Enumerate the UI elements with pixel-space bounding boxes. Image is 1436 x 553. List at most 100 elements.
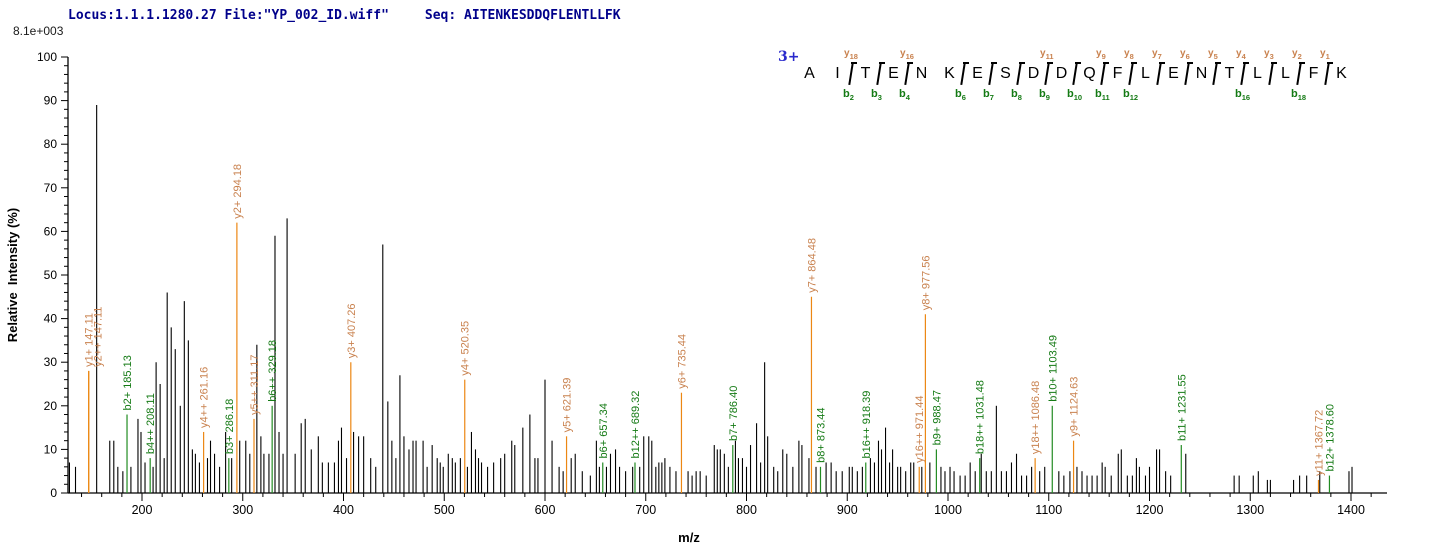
x-tick-label: 300 [232, 503, 253, 517]
b-ion-label: b4 [899, 88, 910, 103]
fragmentation-cut-mark: b6 [955, 62, 969, 102]
peak-label: y5+ 621.39 [562, 378, 574, 433]
precursor-charge-label: 3+ [778, 49, 800, 65]
peak-label: y11+ 1367.72 [1313, 410, 1325, 476]
cut-arm [1271, 62, 1277, 64]
residue-letter: E [888, 65, 899, 82]
b-ion-label: b8 [1011, 88, 1022, 103]
fragmentation-cut-mark: y1 [1320, 48, 1333, 86]
residue-letter: T [860, 65, 871, 82]
b-ion-label: b12 [1123, 88, 1139, 103]
x-tick-label: 1100 [1035, 503, 1062, 517]
peak-label: y4++ 261.16 [199, 367, 211, 428]
residue-letter: N [1195, 65, 1208, 82]
y-ion-label: y5 [1208, 48, 1218, 61]
residue-letter: N [915, 65, 928, 82]
y-tick-label: 0 [50, 486, 57, 500]
peak-label: y4+ 520.35 [460, 321, 472, 376]
peak-label: b7+ 786.40 [728, 386, 740, 441]
base-peak-intensity-label: 8.1e+003 [13, 24, 64, 38]
y-ion-label: y11 [1040, 48, 1054, 61]
cut-arm [1215, 62, 1221, 64]
x-tick-label: 600 [535, 503, 556, 517]
cut-arm [1103, 62, 1109, 64]
y-tick-label: 20 [44, 399, 58, 413]
y-ion-label: y4 [1236, 48, 1246, 61]
b-ion-label: b6 [955, 88, 966, 103]
cut-slash [848, 63, 854, 85]
peak-label: y6+ 735.44 [676, 334, 688, 389]
cut-slash [876, 63, 882, 85]
cut-slash [988, 63, 994, 85]
cut-arm [1131, 62, 1137, 64]
residue-letter: D [1055, 65, 1068, 82]
peak-label: b2+ 185.13 [122, 355, 134, 410]
fragmentation-cut-mark: b3 [871, 62, 885, 102]
cut-slash [1044, 63, 1050, 85]
cut-arm [907, 62, 913, 64]
y-tick-label: 60 [44, 224, 58, 238]
cut-slash [1156, 63, 1162, 85]
residue-letter: I [835, 65, 840, 82]
residue-letter: L [1253, 65, 1262, 82]
y-ion-label: y6 [1180, 48, 1190, 61]
residue-letter: A [804, 65, 815, 82]
peak-label: y7+ 864.48 [806, 238, 818, 293]
cut-slash [1072, 63, 1078, 85]
peak-label: y1+ 147.11 [84, 313, 96, 367]
peak-label: y18++ 1086.48 [1030, 381, 1042, 454]
x-tick-label: 400 [333, 503, 354, 517]
y-ion-label: y8 [1124, 48, 1134, 61]
header-sequence-text: Seq: AITENKESDDQFLENTLLFK [424, 8, 621, 23]
b-ion-label: b9 [1039, 88, 1050, 103]
y-ion-label: y3 [1264, 48, 1274, 61]
y-tick-label: 30 [44, 355, 58, 369]
b-ion-label: b18 [1291, 88, 1307, 103]
peak-label: b11+ 1231.55 [1176, 374, 1188, 441]
cut-slash [1016, 63, 1022, 85]
peak-label: b10+ 1103.49 [1047, 335, 1059, 402]
cut-slash [1100, 63, 1106, 85]
y-tick-label: 90 [44, 94, 58, 108]
b-ion-label: b11 [1095, 88, 1110, 103]
x-axis-title: m/z [678, 530, 700, 545]
residue-letter: T [1224, 65, 1235, 82]
y-ion-label: y9 [1096, 48, 1106, 61]
residue-letter: K [944, 65, 955, 82]
fragmentation-cut-mark: b8 [1011, 62, 1025, 102]
peak-label: y16++ 971.44 [914, 396, 926, 463]
residue-letter: E [972, 65, 983, 82]
y-ion-label: y16 [900, 48, 914, 61]
peak-label: y9+ 1124.63 [1069, 377, 1081, 437]
x-tick-label: 1400 [1337, 503, 1365, 517]
cut-slash [1268, 63, 1274, 85]
cut-slash [960, 63, 966, 85]
fragmentation-cut-mark: y5 [1208, 48, 1221, 86]
residue-letter: Q [1083, 65, 1096, 82]
peak-label: b12++ 689.32 [630, 391, 642, 459]
peak-label: b6++ 329.18 [267, 340, 279, 402]
fragmentation-cut-mark: y18 b2 [843, 48, 858, 102]
peak-label: y2+ 294.18 [232, 164, 244, 219]
locus-file-text: Locus:1.1.1.1280.27 File:"YP_002_ID.wiff… [68, 8, 389, 23]
peak-label: b9+ 988.47 [931, 390, 943, 445]
x-tick-label: 1000 [934, 503, 962, 517]
y-tick-label: 40 [44, 312, 58, 326]
x-tick-label: 700 [635, 503, 656, 517]
peak-label: y3+ 407.26 [346, 303, 358, 358]
fragmentation-cut-mark: y7 [1152, 48, 1165, 86]
x-tick-label: 1300 [1236, 503, 1264, 517]
cut-arm [1047, 62, 1053, 64]
cut-arm [1243, 62, 1249, 64]
fragmentation-cut-mark: y11 b9 [1039, 48, 1054, 102]
y-tick-label: 50 [44, 268, 58, 282]
fragmentation-cut-mark: y4 b16 [1235, 48, 1250, 102]
peak-label: y8+ 977.56 [920, 255, 932, 310]
residue-letter: D [1027, 65, 1040, 82]
cut-slash [1184, 63, 1190, 85]
cut-arm [963, 62, 969, 64]
fragmentation-cut-mark: y8 b12 [1123, 48, 1138, 102]
